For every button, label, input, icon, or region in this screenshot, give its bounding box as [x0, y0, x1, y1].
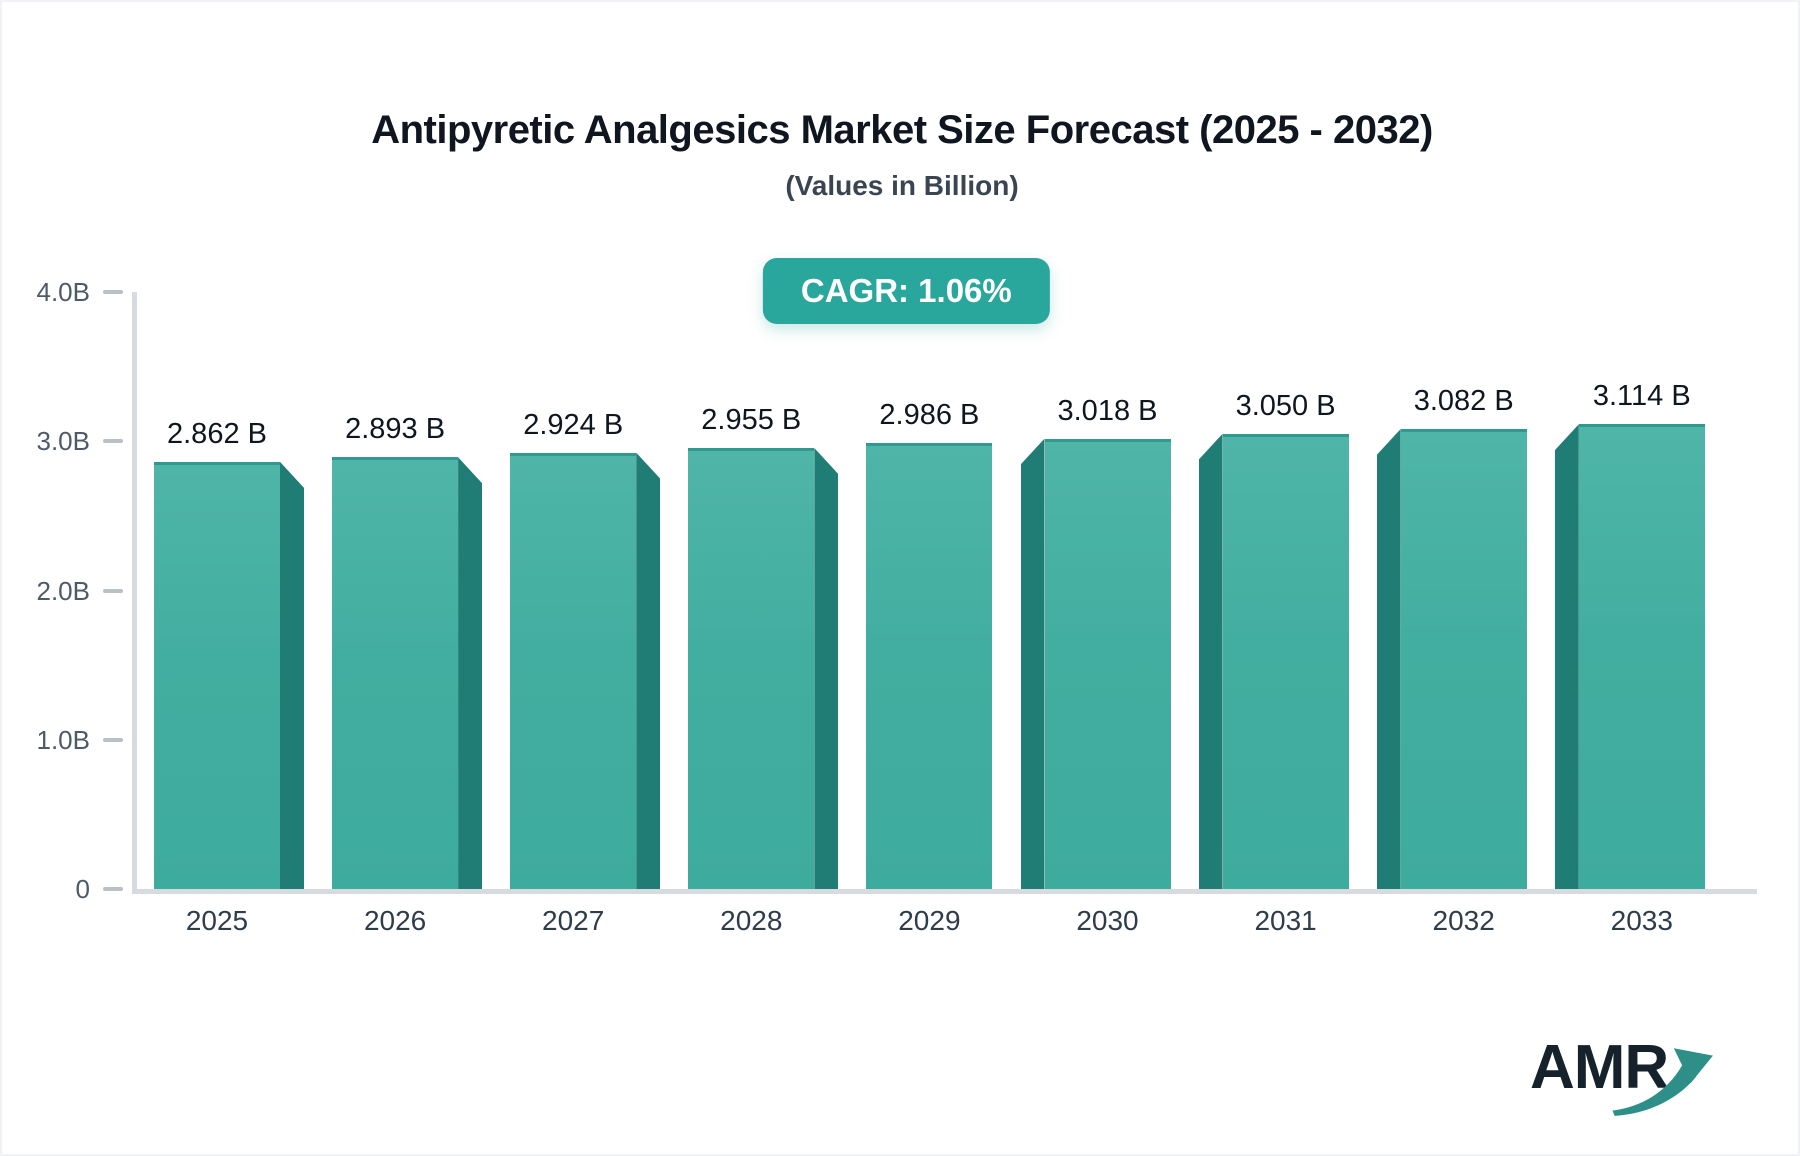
bar-value-label: 3.114 B — [1592, 380, 1691, 413]
amr-logo: AMR — [1530, 1030, 1760, 1125]
bar-2025 — [154, 461, 304, 889]
bar-value-label: 3.082 B — [1413, 385, 1514, 417]
bar-2028 — [688, 447, 839, 889]
y-tick-label: 3.0B — [36, 426, 91, 457]
bar-side-shadow — [1020, 438, 1045, 889]
y-tick-mark — [103, 588, 123, 593]
growth-arrow-icon — [1612, 1048, 1713, 1116]
x-axis-line — [132, 889, 1757, 894]
bar-face — [1578, 424, 1705, 889]
bar-2030 — [1020, 438, 1171, 889]
bar-face — [154, 461, 280, 889]
bar-value-label: 2.893 B — [345, 413, 446, 446]
bar-2029 — [866, 443, 993, 889]
bar-face — [866, 443, 993, 889]
page-title: Antipyretic Analgesics Market Size Forec… — [371, 108, 1433, 152]
bar-side-shadow — [1376, 429, 1401, 889]
x-tick-label: 2032 — [1432, 905, 1495, 936]
bar-side-shadow — [1554, 424, 1579, 889]
x-tick-label: 2027 — [542, 905, 605, 936]
bar-value-label: 2.862 B — [167, 417, 267, 450]
cagr-badge-label: CAGR: 1.06% — [800, 272, 1012, 309]
y-tick-mark — [103, 439, 123, 444]
bar-2026 — [332, 457, 483, 889]
bar-2032 — [1376, 429, 1527, 889]
x-tick-label: 2025 — [185, 905, 249, 936]
page-subtitle: (Values in Billion) — [785, 170, 1019, 201]
bar-2033 — [1554, 424, 1705, 889]
bar-value-label: 3.050 B — [1235, 389, 1336, 422]
bar-2027 — [510, 452, 661, 889]
y-tick-label: 4.0B — [36, 277, 91, 307]
bar-side-shadow — [280, 461, 304, 889]
y-tick-label: 1.0B — [36, 724, 91, 755]
bar-face — [688, 447, 815, 889]
bar-side-shadow — [636, 452, 661, 889]
bar-face — [1044, 438, 1171, 889]
bar-2031 — [1198, 433, 1349, 889]
amr-logo-text: AMR — [1530, 1033, 1669, 1102]
y-tick-mark — [103, 887, 123, 891]
y-tick-label: 0 — [75, 874, 90, 904]
y-tick-mark — [103, 737, 123, 742]
bar-face — [1222, 433, 1349, 889]
y-tick-mark — [103, 290, 123, 294]
bar-face — [332, 457, 459, 889]
bar-face — [510, 452, 637, 889]
bar-face — [1400, 429, 1527, 889]
x-tick-label: 2031 — [1254, 905, 1317, 936]
bar-value-label: 2.986 B — [879, 399, 980, 432]
bar-side-shadow — [458, 457, 483, 889]
x-tick-label: 2033 — [1610, 905, 1673, 936]
x-tick-label: 2026 — [363, 905, 427, 936]
y-tick-label: 2.0B — [36, 575, 91, 606]
bar-value-label: 2.955 B — [701, 403, 802, 436]
x-tick-label: 2029 — [898, 905, 961, 936]
bar-value-label: 3.018 B — [1057, 394, 1158, 427]
bar-value-label: 2.924 B — [523, 408, 624, 441]
bar-side-shadow — [1198, 433, 1223, 889]
y-axis-line — [132, 292, 137, 894]
x-tick-label: 2030 — [1076, 905, 1139, 936]
bar-side-shadow — [814, 447, 839, 889]
x-tick-label: 2028 — [720, 905, 783, 936]
cagr-badge: CAGR: 1.06% — [762, 258, 1050, 324]
